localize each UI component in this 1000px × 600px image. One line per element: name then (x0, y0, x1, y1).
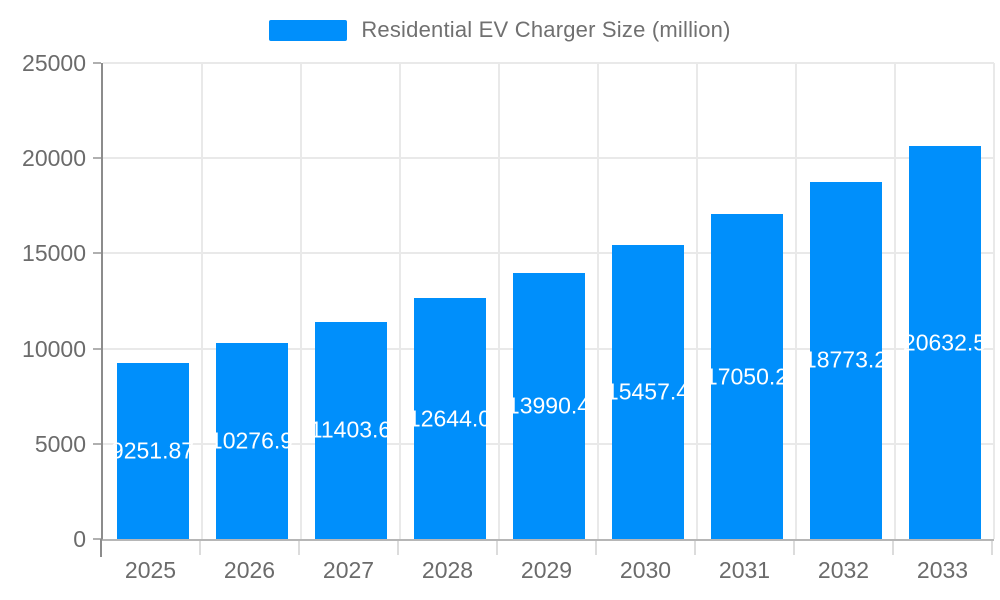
legend[interactable]: Residential EV Charger Size (million) (0, 17, 1000, 43)
x-axis-tick (397, 541, 399, 555)
x-axis-label-2032: 2032 (817, 557, 870, 583)
legend-swatch (269, 19, 348, 41)
y-axis-tick (93, 252, 101, 255)
v-gridline (696, 63, 698, 539)
h-gridline-20000 (103, 157, 994, 160)
bar-2031[interactable] (710, 214, 783, 539)
bar-2027[interactable] (314, 321, 387, 539)
bar-2032[interactable] (809, 181, 882, 539)
x-axis-tick (298, 541, 300, 555)
bar-value-label: 18773.2 (803, 346, 888, 373)
bar-value-label: 13990.4 (506, 392, 591, 419)
bar-2028[interactable] (413, 298, 486, 539)
bar-value-label: 12644.0 (407, 405, 492, 432)
v-gridline (201, 63, 203, 539)
x-axis-tick (892, 541, 894, 555)
x-axis-label-2030: 2030 (619, 557, 672, 583)
x-axis-tick (991, 541, 993, 555)
v-gridline (894, 63, 896, 539)
bar-value-label: 11403.6 (309, 416, 392, 443)
y-axis-tick (93, 62, 101, 64)
x-axis-label-2028: 2028 (421, 557, 474, 583)
v-gridline (597, 63, 599, 539)
x-axis-tick (199, 541, 201, 555)
bar-2029[interactable] (512, 272, 585, 539)
y-axis-tick (93, 442, 101, 445)
x-axis-label-2029: 2029 (520, 557, 573, 583)
h-gridline-15000 (103, 252, 994, 255)
h-gridline-25000 (103, 62, 994, 64)
x-axis-tick (496, 541, 498, 555)
y-axis-label-15000: 15000 (22, 240, 86, 267)
v-gridline (795, 63, 797, 539)
y-axis-tick (93, 157, 101, 160)
plot-area: 9251.87 10276.9 11403.6 12644.0 13990.4 15457… (101, 62, 995, 541)
bar-2025[interactable] (116, 362, 189, 539)
x-axis-tick (595, 541, 597, 555)
legend-label: Residential EV Charger Size (million) (361, 17, 731, 42)
x-axis-label-2031: 2031 (718, 557, 771, 583)
v-gridline (993, 63, 995, 539)
x-axis-tick (793, 541, 795, 555)
x-axis-label-2027: 2027 (322, 557, 375, 583)
y-axis-tick (93, 347, 101, 350)
y-axis-label-25000: 25000 (22, 50, 86, 76)
y-axis-label-10000: 10000 (22, 335, 86, 362)
v-gridline (399, 63, 401, 539)
y-axis-label-0: 0 (73, 526, 86, 552)
bar-2030[interactable] (611, 244, 684, 539)
v-gridline (498, 63, 500, 539)
bar-value-label: 15457.4 (605, 378, 690, 405)
bar-value-label: 9251.87 (110, 437, 195, 464)
bar-2033[interactable] (908, 146, 981, 539)
bar-2026[interactable] (215, 343, 288, 539)
x-axis-tick (100, 539, 102, 557)
y-axis-tick (93, 538, 101, 540)
bar-value-label: 20632.5 (902, 329, 987, 356)
bar-value-label: 17050.2 (704, 363, 789, 390)
v-gridline (300, 63, 302, 539)
x-axis-label-2025: 2025 (124, 557, 177, 583)
x-axis-tick (694, 541, 696, 555)
y-axis-label-5000: 5000 (34, 430, 86, 457)
y-axis-label-20000: 20000 (22, 145, 86, 172)
bar-value-label: 10276.9 (209, 427, 294, 454)
x-axis-label-2026: 2026 (223, 557, 276, 583)
x-axis-label-2033: 2033 (916, 557, 969, 583)
